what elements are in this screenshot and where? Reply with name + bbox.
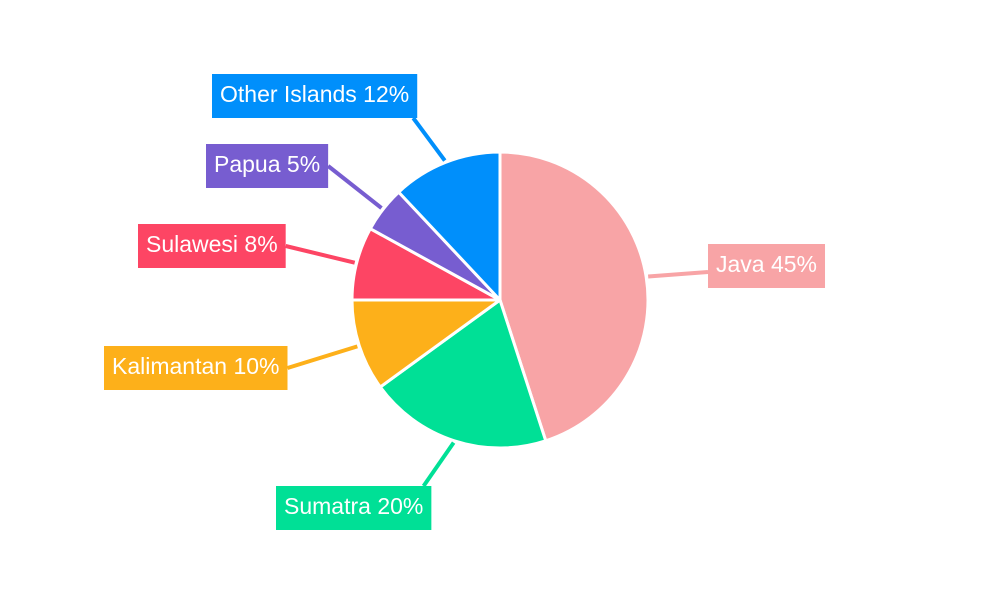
slice-label-kalimantan: Kalimantan 10% <box>112 353 280 379</box>
callout-line-papua <box>326 164 383 210</box>
callout-line-sumatra <box>421 441 456 488</box>
slice-label-java: Java 45% <box>716 251 817 277</box>
callout-kalimantan: Kalimantan 10% <box>104 344 358 390</box>
callout-box-other-islands <box>212 74 418 118</box>
pie-slices <box>350 150 650 450</box>
pie-slice-sumatra[interactable] <box>378 298 548 450</box>
callout-box-sumatra <box>276 486 432 530</box>
callout-line-sulawesi <box>285 244 356 265</box>
callout-box-papua <box>206 144 329 188</box>
callout-sulawesi: Sulawesi 8% <box>138 224 356 268</box>
slice-label-sumatra: Sumatra 20% <box>284 493 423 519</box>
callout-sumatra: Sumatra 20% <box>276 441 456 530</box>
callout-box-sulawesi <box>138 224 286 268</box>
pie-slice-java[interactable] <box>498 150 650 443</box>
callout-line-kalimantan <box>286 344 358 370</box>
slice-label-sulawesi: Sulawesi 8% <box>146 231 278 257</box>
pie-callouts: Java 45% Sumatra 20% Kalimantan 10% Sulawes… <box>104 74 826 530</box>
callout-papua: Papua 5% <box>206 144 383 210</box>
pie-slice-other-islands[interactable] <box>397 150 502 302</box>
pie-slice-kalimantan[interactable] <box>350 298 502 389</box>
callout-box-kalimantan <box>104 346 288 390</box>
callout-java: Java 45% <box>648 244 826 288</box>
slice-label-other-islands: Other Islands 12% <box>220 81 409 107</box>
callout-line-java <box>648 270 709 279</box>
callout-other-islands: Other Islands 12% <box>212 74 447 162</box>
slice-label-papua: Papua 5% <box>214 151 320 177</box>
callout-box-java <box>708 244 826 288</box>
callout-line-other-islands <box>411 116 447 162</box>
